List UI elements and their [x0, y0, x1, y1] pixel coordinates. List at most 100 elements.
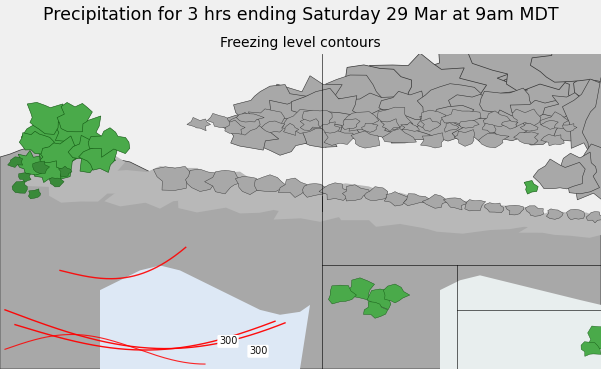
- Polygon shape: [319, 75, 385, 126]
- Polygon shape: [79, 139, 117, 172]
- Polygon shape: [502, 74, 601, 125]
- Polygon shape: [19, 131, 55, 154]
- Polygon shape: [351, 131, 380, 148]
- Polygon shape: [284, 123, 299, 135]
- Polygon shape: [384, 192, 409, 206]
- Polygon shape: [274, 76, 354, 128]
- Polygon shape: [153, 166, 190, 190]
- Polygon shape: [21, 112, 91, 164]
- Polygon shape: [385, 114, 445, 143]
- Polygon shape: [344, 112, 379, 131]
- Polygon shape: [254, 175, 287, 192]
- Polygon shape: [382, 129, 416, 143]
- Polygon shape: [582, 77, 601, 187]
- Polygon shape: [324, 130, 354, 145]
- Polygon shape: [567, 209, 585, 220]
- Polygon shape: [448, 55, 542, 110]
- Polygon shape: [248, 118, 307, 155]
- Polygon shape: [450, 111, 511, 142]
- Polygon shape: [380, 119, 400, 131]
- Polygon shape: [187, 117, 210, 131]
- Polygon shape: [401, 122, 419, 131]
- Polygon shape: [28, 189, 41, 199]
- Polygon shape: [367, 289, 391, 310]
- Polygon shape: [421, 118, 441, 131]
- Polygon shape: [291, 88, 367, 129]
- Polygon shape: [362, 123, 378, 132]
- Polygon shape: [487, 110, 547, 141]
- Polygon shape: [225, 120, 245, 134]
- Polygon shape: [483, 123, 496, 133]
- Polygon shape: [204, 170, 243, 194]
- Polygon shape: [510, 100, 578, 127]
- Polygon shape: [465, 200, 486, 211]
- Polygon shape: [471, 45, 590, 118]
- Polygon shape: [342, 119, 360, 130]
- Polygon shape: [8, 157, 23, 168]
- Polygon shape: [19, 155, 139, 203]
- Polygon shape: [343, 110, 413, 142]
- Polygon shape: [557, 38, 601, 110]
- Polygon shape: [330, 93, 399, 137]
- Polygon shape: [440, 275, 601, 369]
- Polygon shape: [300, 119, 321, 130]
- Polygon shape: [186, 169, 220, 192]
- Polygon shape: [421, 133, 444, 148]
- Polygon shape: [68, 135, 115, 173]
- Polygon shape: [484, 203, 504, 213]
- Polygon shape: [280, 111, 342, 148]
- Polygon shape: [581, 342, 601, 356]
- Polygon shape: [54, 116, 110, 156]
- Polygon shape: [364, 187, 388, 200]
- Polygon shape: [261, 121, 285, 132]
- Polygon shape: [178, 172, 306, 213]
- Polygon shape: [364, 301, 388, 318]
- Polygon shape: [302, 184, 326, 197]
- Polygon shape: [480, 88, 547, 123]
- Polygon shape: [282, 110, 317, 134]
- Polygon shape: [383, 284, 410, 303]
- Polygon shape: [546, 111, 594, 141]
- Polygon shape: [503, 210, 601, 238]
- Polygon shape: [225, 112, 260, 135]
- Polygon shape: [32, 161, 49, 173]
- Polygon shape: [413, 106, 478, 141]
- Polygon shape: [587, 326, 601, 353]
- Polygon shape: [207, 113, 233, 128]
- Polygon shape: [483, 111, 510, 127]
- Polygon shape: [328, 65, 426, 115]
- Polygon shape: [478, 134, 509, 148]
- Text: Precipitation for 3 hrs ending Saturday 29 Mar at 9am MDT: Precipitation for 3 hrs ending Saturday …: [43, 6, 558, 24]
- Polygon shape: [12, 181, 27, 193]
- Polygon shape: [423, 194, 448, 208]
- Polygon shape: [520, 123, 538, 131]
- Polygon shape: [35, 136, 80, 179]
- Polygon shape: [249, 183, 396, 222]
- Polygon shape: [33, 161, 68, 183]
- Polygon shape: [320, 122, 340, 133]
- Polygon shape: [248, 109, 285, 130]
- Polygon shape: [448, 94, 510, 123]
- Polygon shape: [540, 112, 569, 128]
- Polygon shape: [524, 180, 538, 194]
- Polygon shape: [314, 112, 370, 147]
- Polygon shape: [49, 177, 64, 187]
- Polygon shape: [563, 124, 577, 131]
- Polygon shape: [563, 79, 601, 163]
- Polygon shape: [377, 107, 413, 130]
- Polygon shape: [349, 278, 374, 300]
- Polygon shape: [370, 53, 487, 116]
- Polygon shape: [267, 95, 332, 132]
- Polygon shape: [0, 140, 601, 369]
- Polygon shape: [221, 115, 279, 150]
- Polygon shape: [525, 206, 543, 216]
- Polygon shape: [505, 205, 523, 215]
- Polygon shape: [586, 211, 601, 223]
- Text: Freezing level contours: Freezing level contours: [220, 36, 381, 50]
- Polygon shape: [541, 134, 564, 146]
- Polygon shape: [17, 151, 43, 175]
- Polygon shape: [329, 285, 356, 304]
- Polygon shape: [96, 166, 207, 208]
- Polygon shape: [454, 130, 475, 146]
- Polygon shape: [379, 91, 441, 130]
